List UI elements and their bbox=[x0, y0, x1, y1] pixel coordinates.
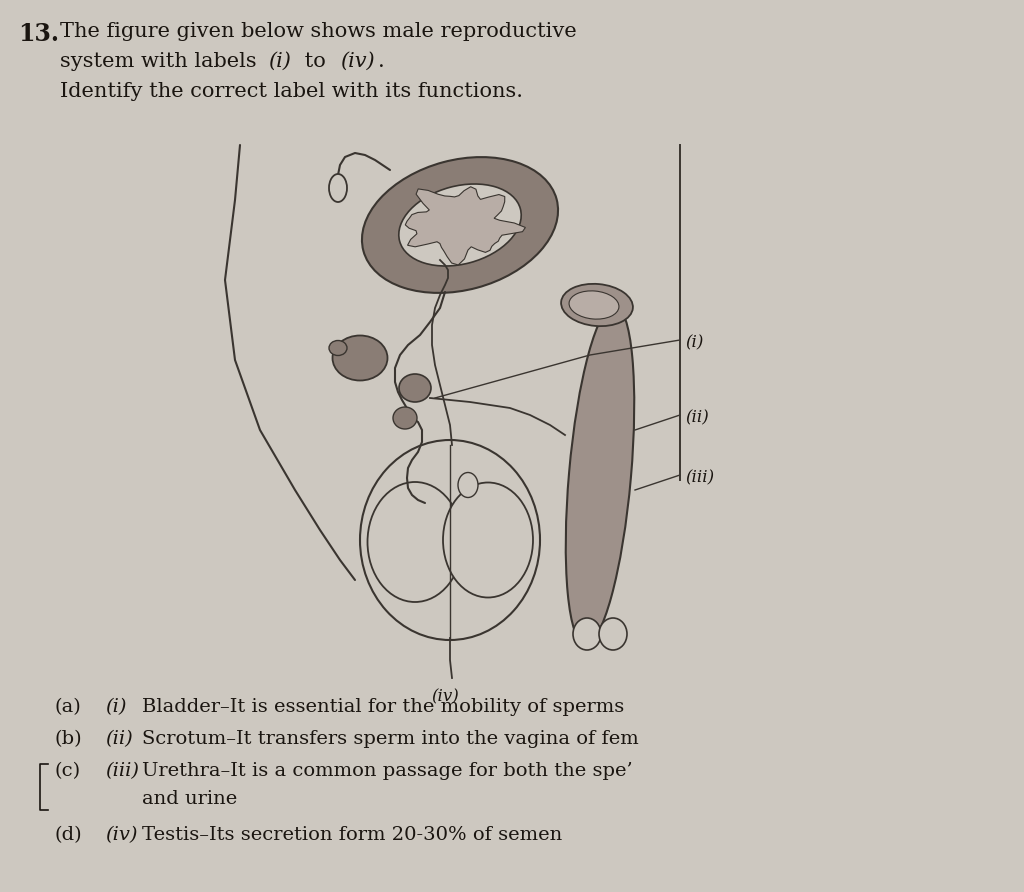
Text: Scrotum–It transfers sperm into the vagina of fem: Scrotum–It transfers sperm into the vagi… bbox=[142, 730, 639, 748]
Text: (iv): (iv) bbox=[340, 52, 375, 71]
Ellipse shape bbox=[329, 174, 347, 202]
Ellipse shape bbox=[329, 341, 347, 356]
Text: (b): (b) bbox=[55, 730, 83, 748]
Text: Urethra–It is a common passage for both the spe’: Urethra–It is a common passage for both … bbox=[142, 762, 633, 780]
Text: (iv): (iv) bbox=[431, 688, 459, 705]
Ellipse shape bbox=[333, 335, 387, 381]
Text: (iii): (iii) bbox=[685, 469, 714, 486]
Text: (iv): (iv) bbox=[105, 826, 137, 844]
Text: system with labels: system with labels bbox=[60, 52, 263, 71]
Text: Bladder–It is essential for the mobility of sperms: Bladder–It is essential for the mobility… bbox=[142, 698, 625, 716]
Text: (ii): (ii) bbox=[685, 409, 709, 426]
Ellipse shape bbox=[398, 184, 521, 266]
Text: (iii): (iii) bbox=[105, 762, 139, 780]
Ellipse shape bbox=[561, 284, 633, 326]
Text: (i): (i) bbox=[268, 52, 291, 71]
Ellipse shape bbox=[569, 291, 618, 319]
Ellipse shape bbox=[573, 618, 601, 650]
Text: 13.: 13. bbox=[18, 22, 59, 46]
Text: Identify the correct label with its functions.: Identify the correct label with its func… bbox=[60, 82, 523, 101]
Ellipse shape bbox=[443, 483, 534, 598]
Text: and urine: and urine bbox=[142, 790, 238, 808]
Ellipse shape bbox=[565, 306, 634, 644]
Text: (i): (i) bbox=[685, 334, 703, 351]
Text: (c): (c) bbox=[55, 762, 81, 780]
Text: to: to bbox=[298, 52, 333, 71]
Ellipse shape bbox=[599, 618, 627, 650]
Text: (a): (a) bbox=[55, 698, 82, 716]
Ellipse shape bbox=[393, 407, 417, 429]
Polygon shape bbox=[406, 186, 525, 265]
Text: The figure given below shows male reproductive: The figure given below shows male reprod… bbox=[60, 22, 577, 41]
Ellipse shape bbox=[360, 440, 540, 640]
Ellipse shape bbox=[368, 482, 463, 602]
Ellipse shape bbox=[458, 473, 478, 498]
Ellipse shape bbox=[361, 157, 558, 293]
Text: .: . bbox=[378, 52, 385, 71]
Text: (d): (d) bbox=[55, 826, 83, 844]
Text: (i): (i) bbox=[105, 698, 127, 716]
Text: (ii): (ii) bbox=[105, 730, 133, 748]
Text: Testis–Its secretion form 20-30% of semen: Testis–Its secretion form 20-30% of seme… bbox=[142, 826, 562, 844]
Ellipse shape bbox=[399, 374, 431, 402]
